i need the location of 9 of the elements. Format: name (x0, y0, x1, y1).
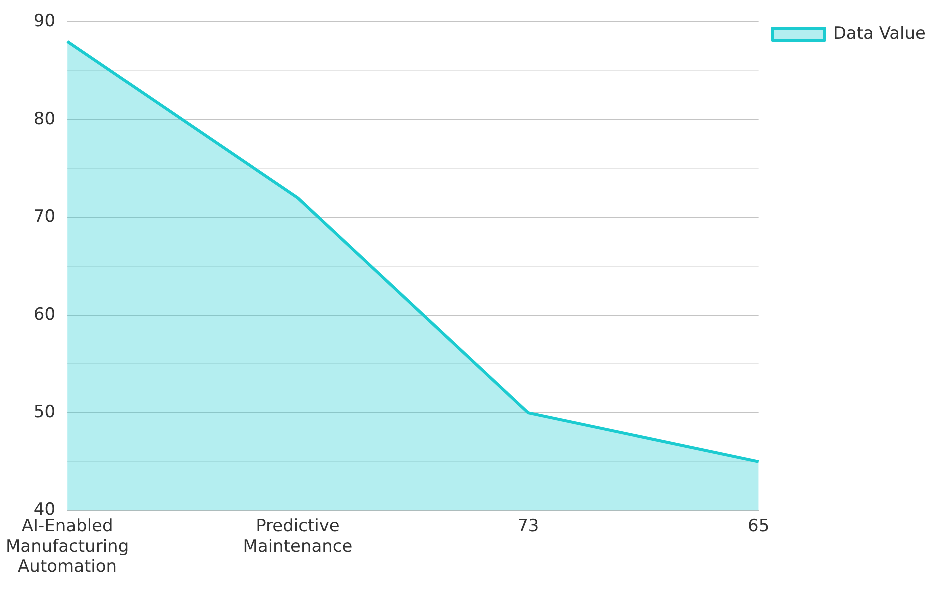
x-tick-label: Predictive Maintenance (243, 516, 353, 557)
y-tick-label: 80 (34, 109, 56, 130)
legend-label: Data Value (833, 24, 926, 44)
x-tick-label: 65 (748, 516, 770, 536)
y-tick-label: 50 (34, 402, 56, 422)
y-tick-label: 60 (34, 304, 56, 325)
y-tick-label: 70 (34, 207, 56, 228)
x-tick-label: 73 (518, 516, 540, 536)
y-tick-label: 90 (34, 12, 56, 32)
